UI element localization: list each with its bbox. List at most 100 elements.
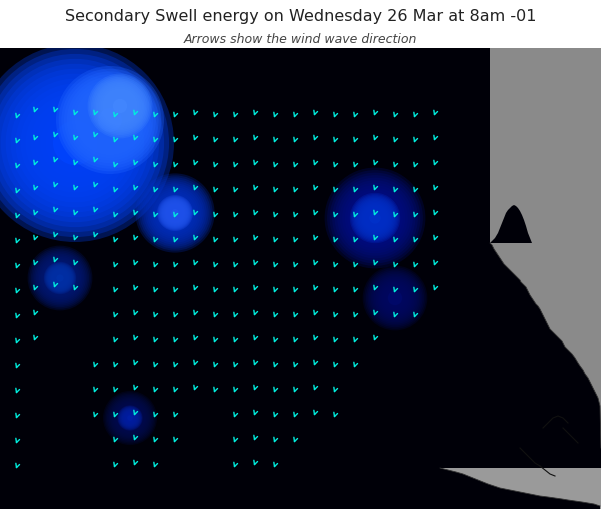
Circle shape: [337, 180, 413, 256]
Circle shape: [342, 185, 407, 251]
Circle shape: [107, 395, 153, 441]
Circle shape: [44, 262, 76, 294]
Circle shape: [56, 274, 64, 281]
Circle shape: [383, 287, 406, 309]
Circle shape: [72, 82, 148, 158]
Circle shape: [52, 270, 68, 286]
Circle shape: [127, 415, 133, 421]
Circle shape: [115, 403, 145, 433]
Circle shape: [105, 392, 156, 444]
Circle shape: [361, 204, 389, 232]
Circle shape: [51, 269, 69, 287]
Circle shape: [70, 79, 150, 160]
Circle shape: [141, 179, 209, 247]
Text: Arrows show the wind wave direction: Arrows show the wind wave direction: [184, 33, 417, 46]
Circle shape: [67, 77, 153, 163]
Circle shape: [138, 176, 213, 250]
Circle shape: [49, 267, 72, 289]
Circle shape: [125, 413, 135, 423]
Circle shape: [39, 257, 81, 299]
Circle shape: [118, 407, 141, 429]
Circle shape: [355, 198, 395, 238]
Circle shape: [113, 99, 127, 113]
Circle shape: [102, 88, 138, 124]
Circle shape: [163, 201, 187, 224]
Circle shape: [366, 269, 424, 327]
Circle shape: [94, 80, 146, 132]
Circle shape: [370, 212, 380, 223]
Circle shape: [340, 183, 410, 253]
Circle shape: [162, 200, 189, 227]
Circle shape: [369, 272, 421, 324]
Circle shape: [332, 175, 418, 261]
Polygon shape: [490, 243, 601, 509]
Circle shape: [121, 409, 139, 428]
Circle shape: [0, 49, 169, 237]
Circle shape: [160, 197, 191, 229]
Circle shape: [104, 90, 136, 122]
Circle shape: [0, 64, 154, 222]
Circle shape: [46, 264, 75, 293]
Circle shape: [365, 208, 385, 228]
Circle shape: [127, 415, 133, 421]
Circle shape: [126, 414, 134, 422]
Circle shape: [124, 412, 136, 424]
Circle shape: [166, 204, 184, 222]
Circle shape: [40, 108, 109, 178]
Circle shape: [355, 198, 395, 238]
Circle shape: [126, 414, 135, 422]
Circle shape: [360, 203, 390, 233]
Circle shape: [358, 201, 392, 236]
Circle shape: [157, 195, 193, 231]
Circle shape: [103, 391, 157, 445]
Circle shape: [117, 405, 142, 431]
Circle shape: [105, 92, 135, 121]
Circle shape: [97, 106, 123, 133]
Circle shape: [53, 121, 97, 165]
Circle shape: [135, 174, 215, 252]
Circle shape: [47, 265, 73, 291]
Circle shape: [0, 59, 159, 227]
Circle shape: [59, 69, 161, 172]
Circle shape: [75, 85, 145, 155]
Circle shape: [168, 206, 182, 220]
Circle shape: [108, 397, 151, 440]
Circle shape: [371, 274, 419, 322]
Circle shape: [99, 109, 121, 131]
Circle shape: [364, 267, 426, 329]
Circle shape: [5, 74, 144, 212]
Circle shape: [362, 206, 388, 231]
Circle shape: [359, 202, 391, 234]
Circle shape: [350, 193, 400, 243]
Circle shape: [91, 101, 129, 139]
Circle shape: [379, 282, 411, 314]
Circle shape: [171, 209, 180, 217]
Circle shape: [46, 264, 74, 292]
Circle shape: [114, 402, 146, 434]
Circle shape: [112, 401, 148, 436]
Circle shape: [353, 196, 397, 239]
Circle shape: [171, 209, 179, 217]
Circle shape: [28, 246, 93, 310]
Circle shape: [20, 89, 129, 197]
Circle shape: [45, 114, 105, 173]
Circle shape: [44, 262, 76, 294]
Circle shape: [329, 173, 420, 263]
Circle shape: [78, 88, 142, 152]
Circle shape: [25, 94, 124, 192]
Circle shape: [160, 199, 189, 228]
Circle shape: [347, 190, 403, 246]
Circle shape: [49, 267, 70, 289]
Circle shape: [352, 195, 398, 241]
Circle shape: [34, 252, 86, 304]
Circle shape: [380, 284, 409, 313]
Circle shape: [118, 406, 142, 430]
Circle shape: [42, 260, 78, 296]
Circle shape: [147, 185, 203, 241]
Circle shape: [165, 203, 185, 223]
Circle shape: [53, 271, 67, 285]
Circle shape: [55, 123, 95, 163]
Circle shape: [164, 202, 186, 224]
Circle shape: [40, 259, 79, 297]
Circle shape: [89, 75, 151, 137]
